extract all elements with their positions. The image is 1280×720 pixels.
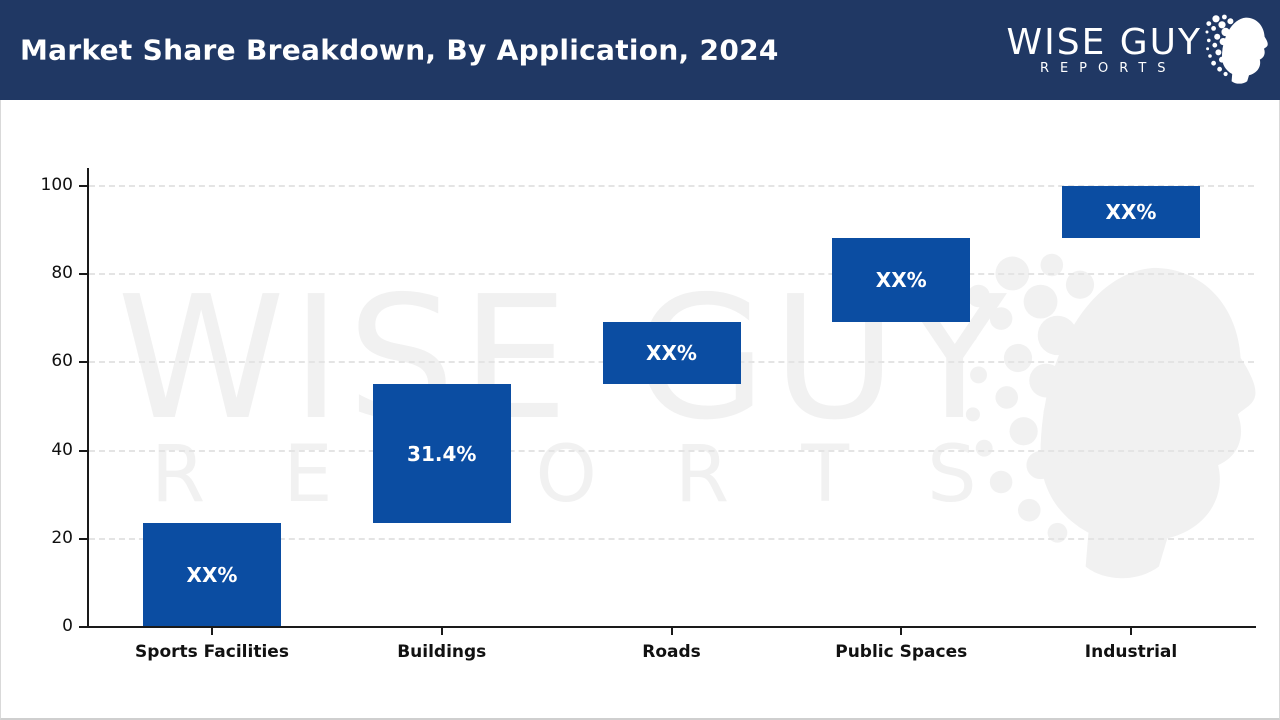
x-axis-label: Public Spaces — [835, 642, 968, 662]
y-tick-label: 60 — [51, 351, 73, 372]
page-title: Market Share Breakdown, By Application, … — [20, 33, 779, 67]
bar: XX% — [832, 238, 971, 322]
x-axis-label: Sports Facilities — [135, 642, 289, 662]
bar-value-label: XX% — [646, 341, 697, 366]
bar: XX% — [1062, 186, 1200, 239]
bar-value-label: XX% — [186, 562, 238, 587]
gridline — [89, 185, 1254, 187]
x-tick-mark — [440, 628, 443, 635]
y-tick-mark — [79, 361, 87, 364]
brand-name: WISE GUY — [1006, 21, 1202, 63]
x-tick-mark — [670, 628, 673, 635]
chart-area: WISE GUY REPORTS 0 20 40 60 80 100 XX% Sports F… — [0, 100, 1280, 720]
gridline — [89, 537, 1254, 540]
y-tick-label: 40 — [51, 439, 73, 460]
x-tick-mark — [211, 628, 213, 635]
x-axis-label: Industrial — [1084, 642, 1178, 662]
y-axis-spine — [87, 168, 89, 628]
y-tick-mark — [79, 449, 87, 452]
bar: 31.4% — [372, 384, 511, 523]
bar-value-label: XX% — [875, 268, 927, 293]
x-axis-label: Buildings — [397, 642, 487, 662]
bar-value-label: 31.4% — [407, 441, 477, 466]
x-tick-mark — [900, 628, 903, 635]
watermark-text-line2: REPORTS — [151, 430, 1055, 520]
bar: XX% — [602, 321, 741, 385]
x-axis-label: Roads — [642, 642, 701, 662]
x-axis-line — [87, 626, 1256, 628]
brand-subtitle: REPORTS — [1039, 61, 1177, 77]
gridline — [89, 273, 1254, 276]
dotted-face-profile-icon — [1205, 14, 1268, 84]
x-tick-mark — [1130, 628, 1132, 635]
watermark-face-profile — [963, 253, 1256, 579]
y-tick-label: 100 — [40, 175, 73, 195]
gridline — [89, 449, 1254, 452]
y-tick-mark — [79, 537, 87, 540]
bar: XX% — [143, 522, 281, 627]
header: Market Share Breakdown, By Application, … — [0, 0, 1280, 100]
y-tick-mark — [79, 626, 87, 628]
y-tick-mark — [79, 273, 87, 276]
y-tick-label: 20 — [51, 527, 73, 548]
brand-logo-text: WISE GUY REPORTS — [1006, 21, 1203, 77]
y-tick-label: 80 — [51, 263, 73, 284]
y-tick-mark — [79, 185, 87, 187]
brand-logo: WISE GUY REPORTS — [1007, 6, 1271, 94]
bar-value-label: XX% — [1105, 200, 1157, 225]
y-tick-label: 0 — [62, 616, 73, 636]
